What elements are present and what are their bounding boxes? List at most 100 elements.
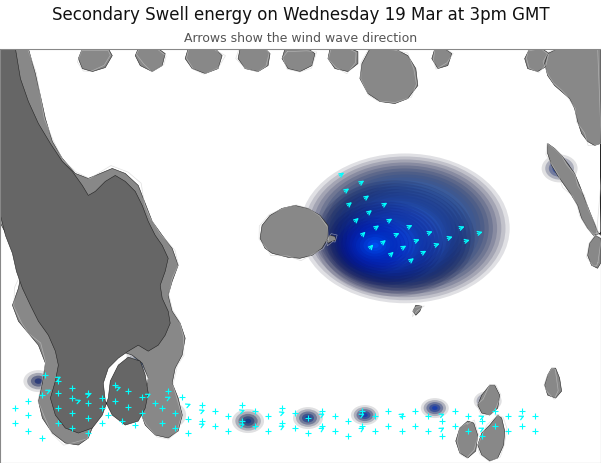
Ellipse shape [335,195,455,282]
Ellipse shape [363,215,427,262]
Ellipse shape [421,398,449,418]
Ellipse shape [370,232,400,255]
Ellipse shape [354,221,416,266]
Ellipse shape [482,397,493,405]
Ellipse shape [362,226,408,260]
Polygon shape [588,235,600,268]
Ellipse shape [232,409,264,433]
Ellipse shape [387,232,403,244]
Ellipse shape [329,175,480,282]
Ellipse shape [296,409,320,427]
Ellipse shape [331,204,439,282]
Ellipse shape [359,411,370,419]
Ellipse shape [351,206,439,270]
Ellipse shape [367,218,423,259]
Ellipse shape [325,171,484,285]
Ellipse shape [542,155,578,182]
Ellipse shape [327,201,443,285]
Polygon shape [185,49,222,74]
Ellipse shape [75,366,82,371]
Ellipse shape [388,216,422,240]
Polygon shape [78,49,112,72]
Ellipse shape [339,198,451,279]
Ellipse shape [343,213,427,274]
Ellipse shape [331,192,459,285]
Ellipse shape [67,360,89,376]
Polygon shape [545,49,600,145]
Ellipse shape [381,241,389,246]
Ellipse shape [401,225,409,232]
Ellipse shape [304,156,505,300]
Ellipse shape [477,393,499,409]
Polygon shape [432,49,452,69]
Ellipse shape [356,409,373,421]
Ellipse shape [145,356,152,361]
Ellipse shape [245,419,251,424]
Ellipse shape [429,404,441,412]
Ellipse shape [319,183,471,294]
Ellipse shape [137,350,159,366]
Ellipse shape [154,404,183,426]
Ellipse shape [334,177,476,279]
Ellipse shape [343,200,447,276]
Ellipse shape [338,210,431,277]
Ellipse shape [352,229,398,262]
Polygon shape [282,49,315,72]
Ellipse shape [485,399,490,403]
Ellipse shape [480,395,496,407]
Ellipse shape [35,378,42,384]
Ellipse shape [359,195,451,261]
Ellipse shape [300,153,510,303]
Ellipse shape [545,157,574,180]
Polygon shape [478,415,505,461]
Ellipse shape [321,169,489,288]
Ellipse shape [556,166,563,171]
Ellipse shape [157,407,179,424]
Polygon shape [525,49,550,72]
Polygon shape [238,49,270,72]
Polygon shape [545,368,561,398]
Polygon shape [1,49,185,445]
Ellipse shape [354,407,376,423]
Ellipse shape [376,207,434,249]
Polygon shape [456,421,478,458]
Ellipse shape [315,181,475,296]
Ellipse shape [346,187,463,270]
Ellipse shape [161,409,175,421]
Polygon shape [135,49,165,72]
Ellipse shape [367,201,442,255]
Text: Arrows show the wind wave direction: Arrows show the wind wave direction [184,32,417,45]
Ellipse shape [379,227,411,250]
Polygon shape [478,385,499,415]
Ellipse shape [350,218,419,269]
Ellipse shape [236,412,261,431]
Polygon shape [413,305,422,315]
Ellipse shape [341,220,409,270]
Ellipse shape [347,204,443,273]
Polygon shape [360,49,418,104]
Ellipse shape [60,355,96,381]
Ellipse shape [23,370,53,392]
Ellipse shape [335,207,435,280]
Ellipse shape [323,186,467,290]
Ellipse shape [350,189,459,267]
Ellipse shape [133,348,163,369]
Text: Secondary Swell energy on Wednesday 19 Mar at 3pm GMT: Secondary Swell energy on Wednesday 19 M… [52,6,549,24]
Ellipse shape [424,400,446,416]
Ellipse shape [338,181,472,276]
Ellipse shape [31,375,46,387]
Ellipse shape [371,204,438,252]
Ellipse shape [383,230,407,247]
Ellipse shape [165,412,172,418]
Ellipse shape [302,413,314,422]
Ellipse shape [375,224,415,253]
Polygon shape [328,49,358,72]
Ellipse shape [377,238,392,249]
Ellipse shape [308,159,501,297]
Ellipse shape [391,236,399,241]
Polygon shape [327,235,336,244]
Ellipse shape [355,209,435,267]
Ellipse shape [71,363,85,373]
Ellipse shape [371,221,419,256]
Ellipse shape [360,234,390,257]
